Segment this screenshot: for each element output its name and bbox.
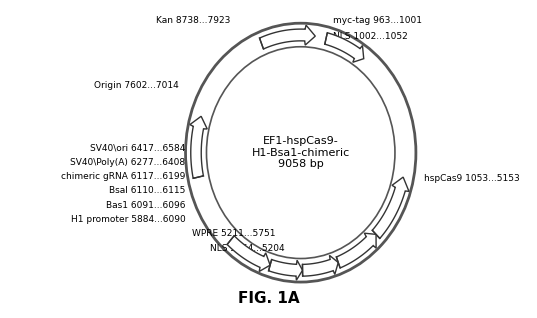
Text: chimeric gRNA 6117...6199: chimeric gRNA 6117...6199: [61, 172, 185, 181]
Text: WPRE 5211...5751: WPRE 5211...5751: [192, 229, 275, 238]
Polygon shape: [268, 259, 302, 280]
Polygon shape: [372, 177, 409, 238]
Polygon shape: [259, 25, 315, 49]
Text: FIG. 1A: FIG. 1A: [238, 291, 299, 307]
Polygon shape: [227, 236, 270, 272]
Text: NLS 5154...5204: NLS 5154...5204: [210, 244, 284, 252]
Text: EF1-hspCas9-
H1-Bsa1-chimeric
9058 bp: EF1-hspCas9- H1-Bsa1-chimeric 9058 bp: [252, 136, 350, 169]
Text: SV40\Poly(A) 6277...6408: SV40\Poly(A) 6277...6408: [70, 158, 185, 167]
Text: SV40\ori 6417...6584: SV40\ori 6417...6584: [90, 143, 185, 152]
Text: Kan 8738...7923: Kan 8738...7923: [156, 16, 230, 25]
Text: myc-tag 963...1001: myc-tag 963...1001: [333, 16, 422, 25]
Ellipse shape: [186, 23, 416, 282]
Text: H1 promoter 5884...6090: H1 promoter 5884...6090: [70, 215, 185, 224]
Polygon shape: [190, 116, 207, 178]
Text: Bsal 6110...6115: Bsal 6110...6115: [109, 186, 185, 195]
Text: Origin 7602...7014: Origin 7602...7014: [94, 81, 179, 90]
Text: NLS 1002...1052: NLS 1002...1052: [333, 32, 408, 41]
Text: Bas1 6091...6096: Bas1 6091...6096: [106, 201, 185, 210]
Polygon shape: [336, 233, 376, 268]
Polygon shape: [325, 33, 364, 62]
Text: hspCas9 1053...5153: hspCas9 1053...5153: [424, 174, 520, 183]
Polygon shape: [302, 255, 338, 276]
